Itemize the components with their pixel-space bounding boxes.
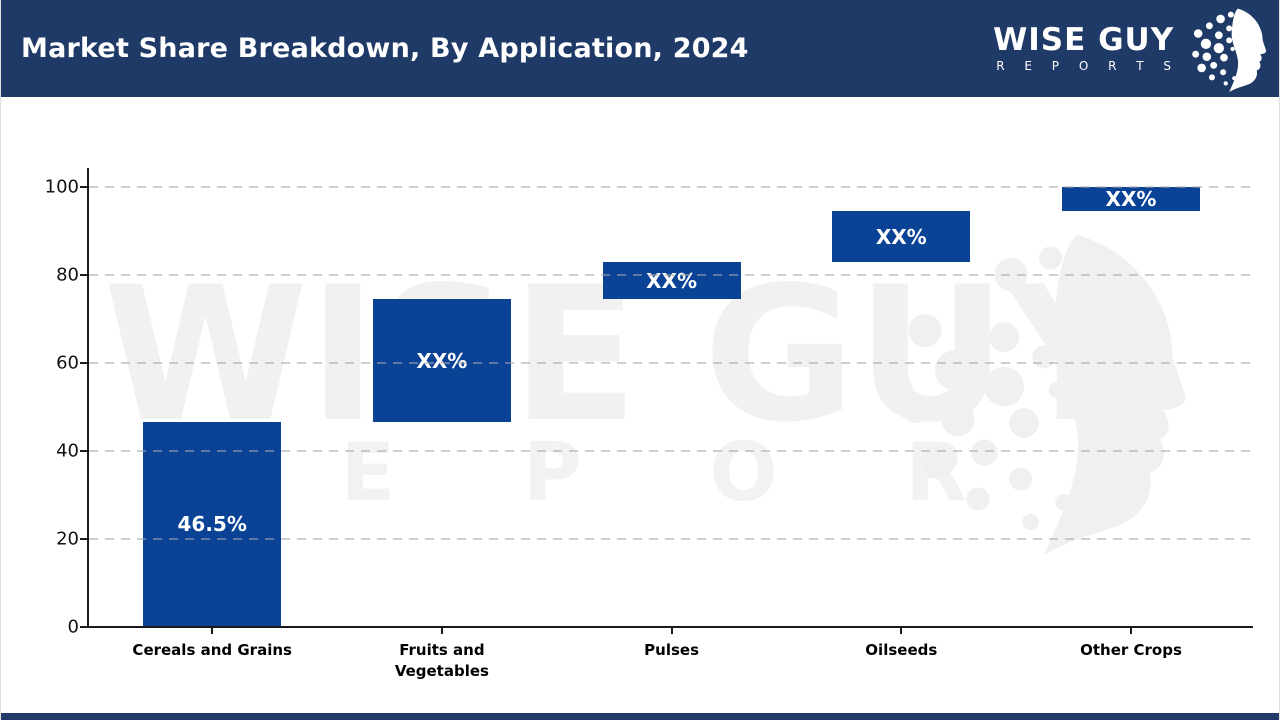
- bar-value-label: XX%: [875, 224, 927, 249]
- x-category-label: Cereals and Grains: [132, 640, 292, 661]
- y-tick-mark: [80, 537, 88, 540]
- gridline: [89, 361, 1253, 364]
- watermark-head-icon: [901, 234, 1186, 555]
- y-tick-mark: [80, 274, 88, 277]
- wise-guy-reports-logo: WISE GUY R E P O R T S: [988, 6, 1267, 92]
- x-category-label-line: Vegetables: [394, 662, 489, 680]
- header: Market Share Breakdown, By Application, …: [1, 0, 1279, 97]
- y-tick-label: 80: [56, 264, 79, 286]
- x-category-label: Oilseeds: [865, 640, 937, 661]
- bar-value-label: XX%: [1105, 187, 1157, 212]
- x-tick-mark: [900, 628, 903, 634]
- y-tick-label: 100: [44, 176, 79, 198]
- dotted-head-icon: [1192, 8, 1267, 92]
- gridline: [89, 537, 1253, 540]
- x-tick-mark: [1130, 628, 1132, 634]
- bar-segment: XX%: [602, 261, 741, 300]
- gridline: [89, 186, 1253, 189]
- bar-value-label: XX%: [646, 268, 698, 293]
- y-tick-mark: [80, 186, 88, 189]
- bar-segment: XX%: [1062, 187, 1200, 212]
- y-tick-label: 0: [67, 616, 79, 637]
- x-category-label-line: Oilseeds: [865, 641, 938, 659]
- bar-value-label: 46.5%: [177, 512, 247, 537]
- bar-segment: XX%: [372, 299, 511, 423]
- x-axis-line: [87, 626, 1253, 628]
- x-category-label: Other Crops: [1080, 640, 1182, 661]
- x-category-label-line: Pulses: [644, 641, 700, 659]
- y-tick-label: 20: [56, 528, 79, 550]
- y-tick-label: 40: [56, 440, 79, 462]
- logo-wordmark: WISE GUY: [993, 22, 1175, 58]
- x-category-label: Pulses: [644, 640, 699, 661]
- x-category-label-line: Fruits and: [399, 641, 485, 659]
- page-title: Market Share Breakdown, By Application, …: [21, 33, 749, 64]
- y-tick-mark: [80, 449, 88, 452]
- gridline: [89, 449, 1253, 452]
- logo-text: WISE GUY R E P O R T S: [988, 24, 1179, 73]
- logo-subtitle: R E P O R T S: [996, 59, 1179, 73]
- x-category-label-line: Other Crops: [1080, 641, 1182, 659]
- y-tick-label: 60: [56, 352, 79, 374]
- x-category-label: Fruits and Vegetables: [395, 640, 489, 682]
- y-axis-line: [87, 168, 89, 628]
- y-tick-mark: [80, 361, 88, 364]
- bar-segment: XX%: [832, 211, 971, 262]
- y-tick-mark: [80, 625, 88, 628]
- x-category-label-line: Cereals and Grains: [132, 641, 292, 659]
- bar-value-label: XX%: [416, 348, 468, 373]
- bar-segment: 46.5%: [143, 422, 282, 627]
- x-tick-mark: [211, 628, 214, 634]
- footer-bar: [1, 713, 1279, 720]
- gridline: [89, 274, 1253, 277]
- x-tick-mark: [440, 628, 443, 634]
- x-tick-mark: [670, 628, 673, 634]
